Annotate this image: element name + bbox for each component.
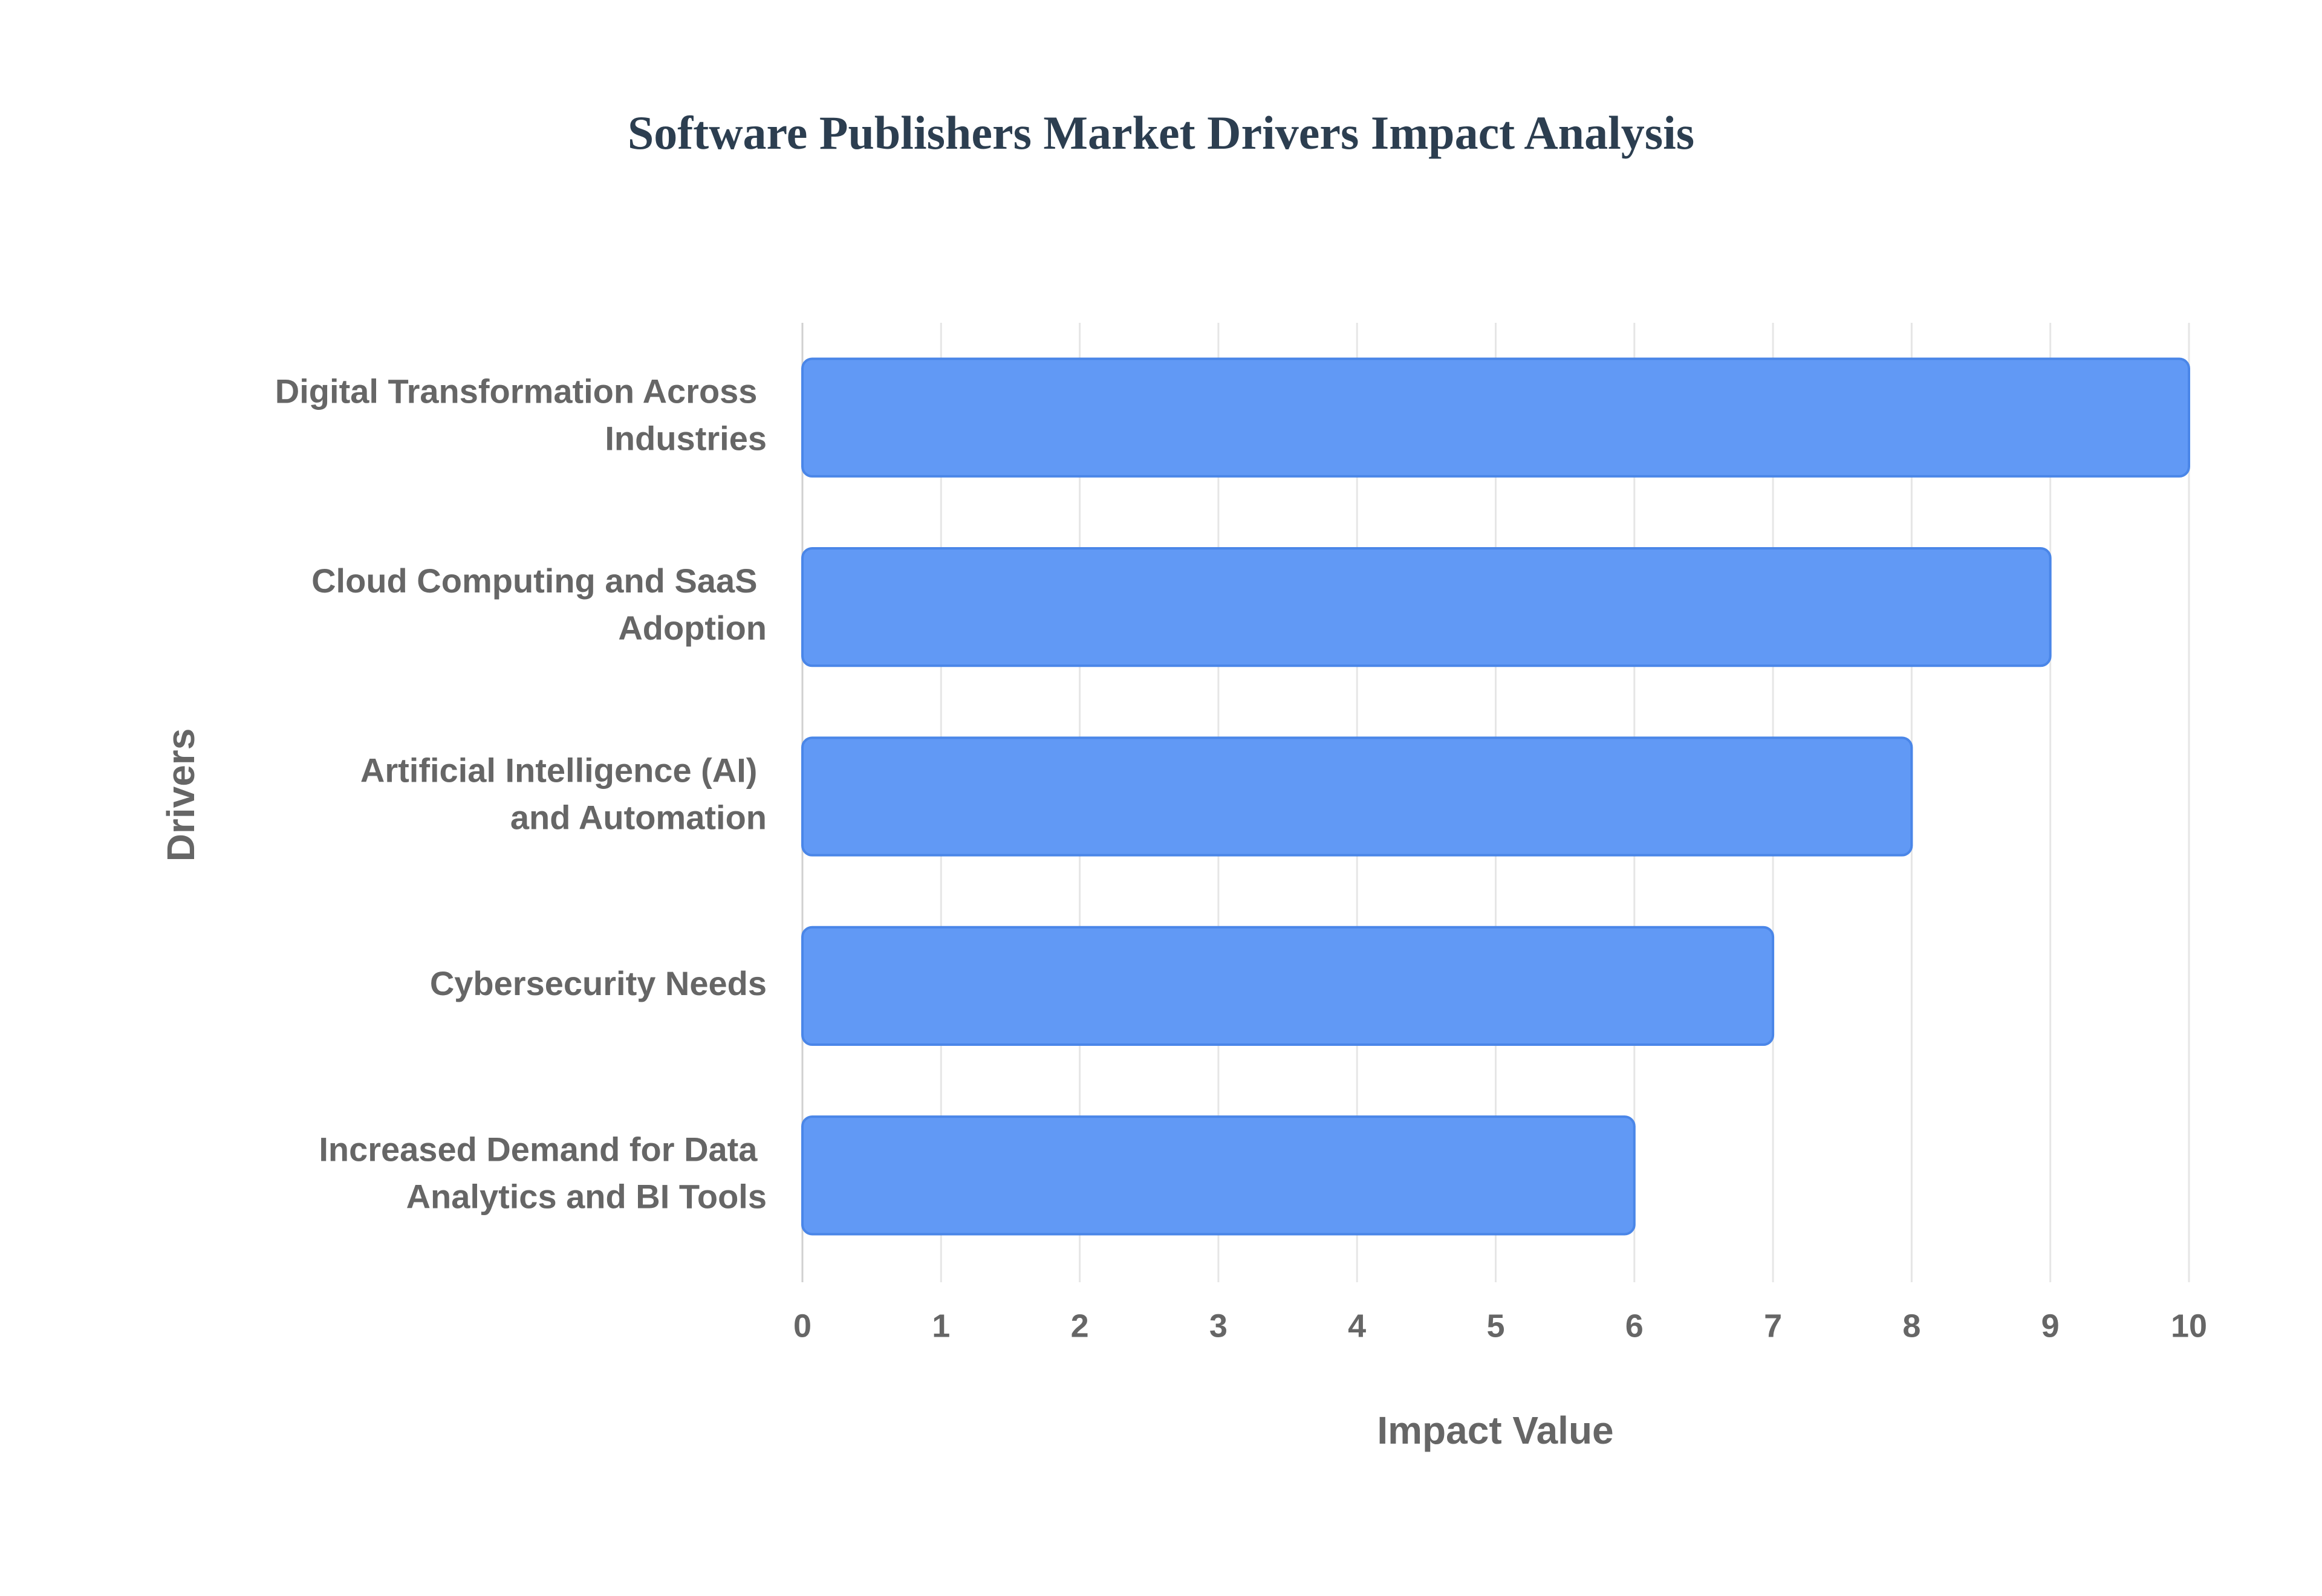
y-tick-label: Digital Transformation Across Industries [275, 372, 767, 457]
x-tick-label: 3 [1209, 1308, 1228, 1344]
x-tick-label: 7 [1764, 1308, 1782, 1344]
x-tick-label: 0 [793, 1308, 811, 1344]
x-tick-label: 10 [2171, 1308, 2207, 1344]
y-tick-label: Artificial Intelligence (AI) and Automat… [360, 751, 767, 836]
x-tick-label: 2 [1071, 1308, 1089, 1344]
x-tick-label: 5 [1486, 1308, 1504, 1344]
x-tick-label: 6 [1625, 1308, 1644, 1344]
bar [801, 547, 2052, 667]
bar [801, 1115, 1636, 1236]
x-axis-title: Impact Value [1377, 1409, 1613, 1452]
bar [801, 736, 1913, 857]
y-tick-label: Increased Demand for Data Analytics and … [319, 1130, 767, 1215]
bar [801, 926, 1775, 1046]
x-tick-label: 1 [932, 1308, 950, 1344]
x-tick-label: 4 [1348, 1308, 1366, 1344]
x-tick-label: 8 [1902, 1308, 1920, 1344]
y-axis-title: Drivers [159, 728, 203, 862]
y-tick-label: Cybersecurity Needs [430, 964, 767, 1002]
bar [801, 357, 2190, 478]
x-tick-label: 9 [2041, 1308, 2060, 1344]
chart-title: Software Publishers Market Drivers Impac… [628, 106, 1694, 159]
y-tick-label: Cloud Computing and SaaS Adoption [311, 562, 767, 647]
